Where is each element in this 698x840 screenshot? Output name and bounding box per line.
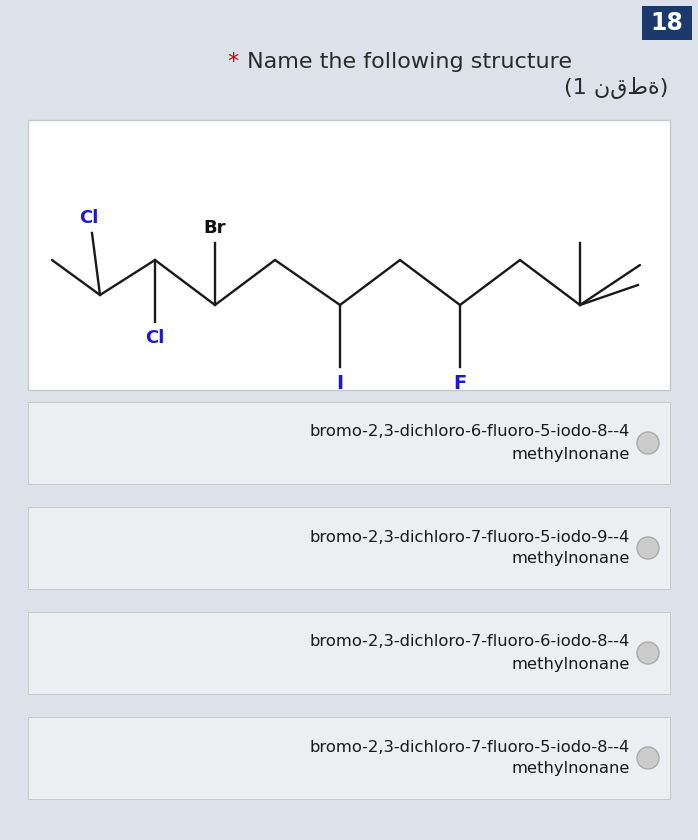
Circle shape — [637, 432, 659, 454]
FancyBboxPatch shape — [28, 717, 670, 799]
Text: Br: Br — [204, 219, 226, 237]
Circle shape — [637, 642, 659, 664]
Text: bromo-2,3-dichloro-7-fluoro-5-iodo-9--4: bromo-2,3-dichloro-7-fluoro-5-iodo-9--4 — [310, 529, 630, 544]
Text: Name the following structure: Name the following structure — [240, 52, 572, 72]
Text: F: F — [454, 374, 467, 393]
FancyBboxPatch shape — [28, 612, 670, 694]
Text: bromo-2,3-dichloro-6-fluoro-5-iodo-8--4: bromo-2,3-dichloro-6-fluoro-5-iodo-8--4 — [310, 424, 630, 439]
Text: bromo-2,3-dichloro-7-fluoro-6-iodo-8--4: bromo-2,3-dichloro-7-fluoro-6-iodo-8--4 — [310, 634, 630, 649]
Text: Cl: Cl — [80, 209, 98, 227]
Circle shape — [637, 537, 659, 559]
FancyBboxPatch shape — [28, 507, 670, 589]
FancyBboxPatch shape — [642, 6, 692, 40]
FancyBboxPatch shape — [28, 120, 670, 390]
Text: 18: 18 — [651, 11, 683, 35]
FancyBboxPatch shape — [28, 402, 670, 484]
Text: methylnonane: methylnonane — [512, 447, 630, 461]
Circle shape — [637, 747, 659, 769]
Text: Cl: Cl — [145, 329, 165, 347]
Text: I: I — [336, 374, 343, 393]
Text: (1 نقطة): (1 نقطة) — [563, 77, 668, 99]
Text: *: * — [227, 52, 238, 72]
Text: bromo-2,3-dichloro-7-fluoro-5-iodo-8--4: bromo-2,3-dichloro-7-fluoro-5-iodo-8--4 — [310, 739, 630, 754]
Text: methylnonane: methylnonane — [512, 657, 630, 671]
Text: methylnonane: methylnonane — [512, 762, 630, 776]
Text: methylnonane: methylnonane — [512, 552, 630, 566]
